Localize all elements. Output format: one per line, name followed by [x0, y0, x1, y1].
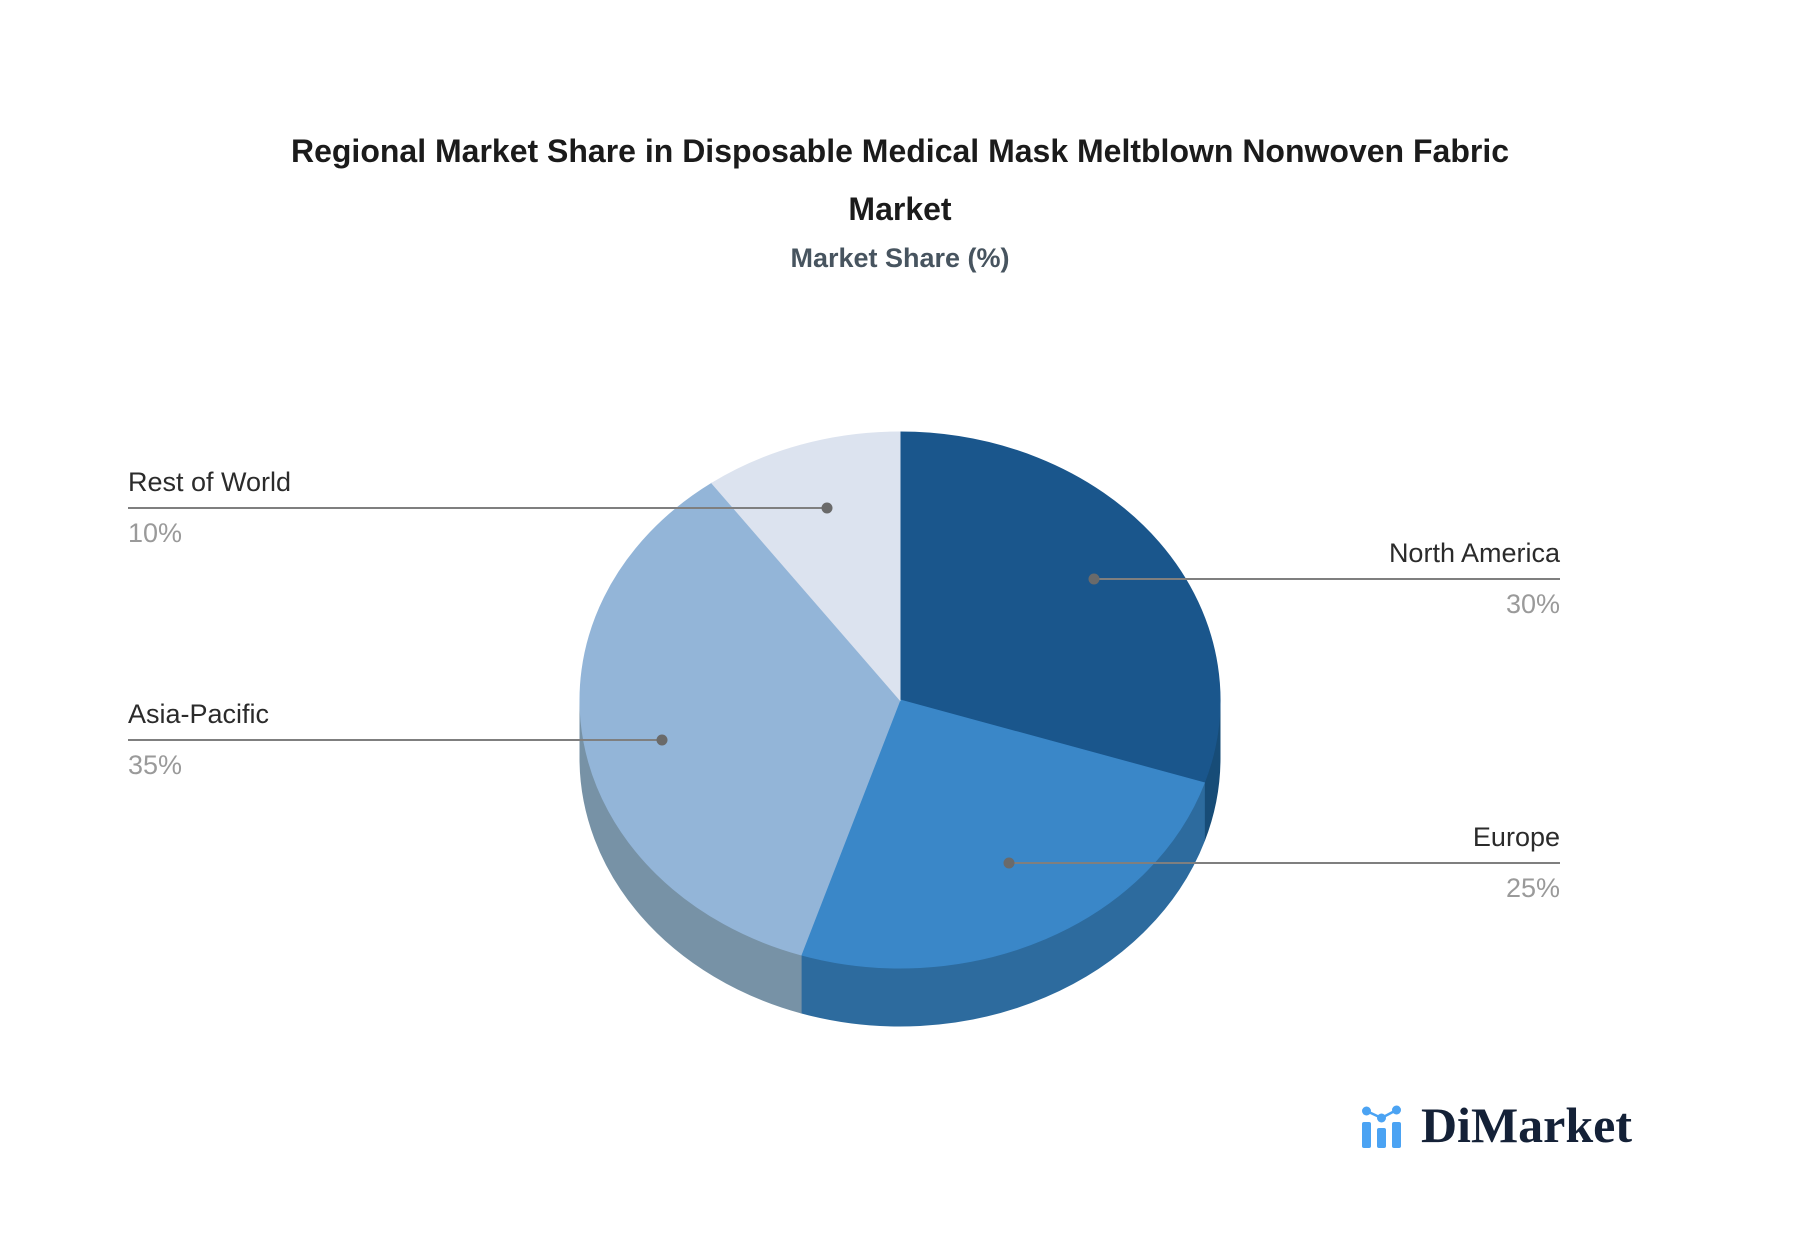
logo-bar-2: [1376, 1128, 1386, 1148]
dimarket-logo-icon: [1361, 1105, 1401, 1148]
callout-dot-north-america: [1088, 573, 1100, 585]
chart-title-line2: Market: [848, 191, 952, 227]
dimarket-logo: DiMarket: [1358, 1098, 1632, 1150]
callout-percent-europe: 25%: [1505, 873, 1560, 903]
callout-percent-rest-of-world: 10%: [128, 518, 183, 548]
pie-slice-europe: [800, 699, 1206, 969]
chart-subtitle: Market Share (%): [790, 243, 1010, 273]
logo-dot-1: [1361, 1106, 1371, 1116]
logo-dot-3: [1391, 1105, 1401, 1115]
logo-bar-1: [1361, 1122, 1371, 1148]
chart-title-line1: Regional Market Share in Disposable Medi…: [290, 133, 1510, 169]
callout-percent-north-america: 30%: [1505, 589, 1560, 619]
pie-slice-north-america: [899, 431, 1221, 784]
callout-dot-europe: [1003, 857, 1015, 869]
callout-label-rest-of-world: Rest of World: [128, 467, 292, 497]
callout-label-north-america: North America: [1388, 538, 1560, 568]
callout-dot-asia-pacific: [656, 734, 668, 746]
pie-slice-rest-of-world: [711, 431, 901, 702]
chart-title: Regional Market Share in Disposable Medi…: [0, 122, 1800, 238]
pie-slice-asia-pacific: [579, 482, 901, 956]
logo-dot-2: [1376, 1113, 1386, 1123]
callout-dot-rest-of-world: [821, 502, 833, 514]
callout-label-europe: Europe: [1472, 822, 1560, 852]
dimarket-logo-text: DiMarket: [1420, 1097, 1632, 1153]
callout-percent-asia-pacific: 35%: [128, 750, 183, 780]
logo-bar-3: [1391, 1122, 1401, 1148]
callout-label-asia-pacific: Asia-Pacific: [128, 699, 270, 729]
